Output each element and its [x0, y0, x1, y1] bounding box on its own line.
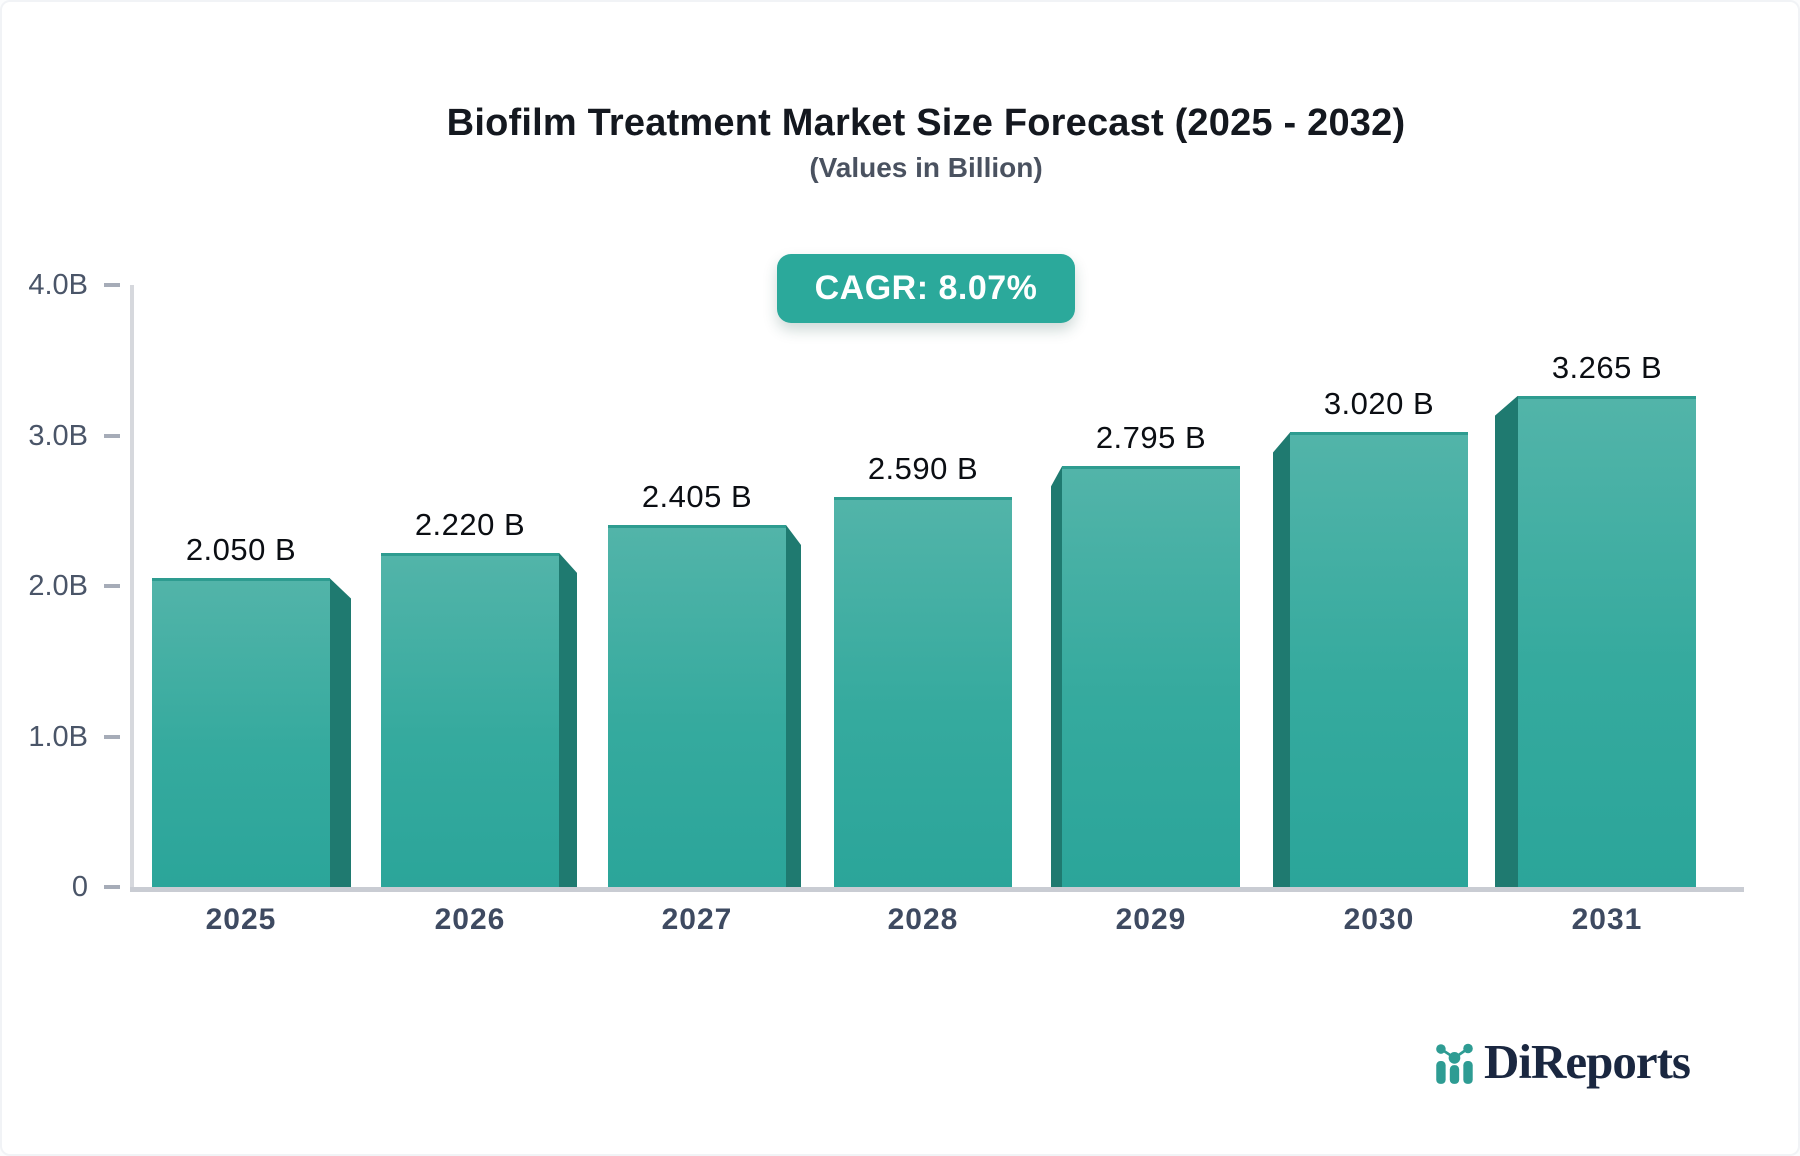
bar-3d-side-2025 — [330, 578, 351, 887]
bar-3d-side-2030 — [1273, 432, 1290, 887]
bar-2026 — [381, 552, 559, 887]
y-axis-tick-label: 4.0B — [28, 269, 88, 301]
cagr-badge: CAGR: 8.07% — [776, 254, 1076, 323]
bar-2025 — [152, 578, 330, 887]
bar-3d-side-2029 — [1051, 466, 1062, 887]
y-axis-tick — [104, 584, 120, 588]
bar-2028 — [834, 497, 1012, 887]
bar-2031 — [1518, 395, 1696, 887]
y-axis-tick-label: 0 — [71, 871, 88, 903]
x-axis-category-label: 2027 — [661, 903, 733, 936]
direports-logo-icon — [1436, 1043, 1473, 1084]
y-axis-tick — [104, 885, 120, 889]
chart-subtitle: (Values in Billion) — [809, 152, 1043, 183]
x-axis-category-label: 2031 — [1571, 903, 1643, 936]
y-axis-tick — [104, 283, 120, 287]
bar-value-label: 2.590 B — [867, 451, 979, 487]
cagr-badge-row: CAGR: 8.07% — [54, 254, 1798, 323]
bar-2030 — [1290, 432, 1468, 887]
x-axis-category-label: 2030 — [1343, 903, 1415, 936]
x-axis-category-label: 2025 — [205, 903, 277, 936]
y-axis-tick — [104, 433, 120, 438]
brand-name: DiReports — [1483, 1034, 1691, 1089]
bar-value-label: 2.405 B — [641, 479, 753, 515]
bar-value-label: 3.020 B — [1323, 386, 1435, 422]
brand-logo: DiReports — [1433, 1034, 1691, 1089]
y-axis-tick-label: 3.0B — [28, 419, 88, 452]
bar-value-label: 3.265 B — [1551, 349, 1663, 385]
x-axis-category-label: 2029 — [1115, 903, 1187, 936]
y-axis-tick-label: 1.0B — [28, 720, 88, 753]
y-axis-tick-label: 2.0B — [28, 570, 88, 602]
y-axis-line — [130, 285, 134, 892]
chart-title: Biofilm Treatment Market Size Forecast (… — [446, 102, 1406, 144]
bar-3d-side-2027 — [786, 525, 801, 887]
bar-2027 — [608, 525, 786, 887]
bar-value-label: 2.220 B — [414, 506, 526, 542]
y-axis-tick — [104, 734, 120, 739]
bar-3d-side-2026 — [559, 552, 577, 887]
bar-value-label: 2.050 B — [185, 532, 297, 568]
x-axis-category-label: 2028 — [887, 903, 959, 936]
bar-3d-side-2031 — [1495, 395, 1518, 887]
x-axis-line — [130, 887, 1744, 892]
x-axis-category-label: 2026 — [434, 903, 506, 936]
bar-value-label: 2.795 B — [1095, 420, 1207, 456]
bar-2029 — [1062, 466, 1240, 887]
